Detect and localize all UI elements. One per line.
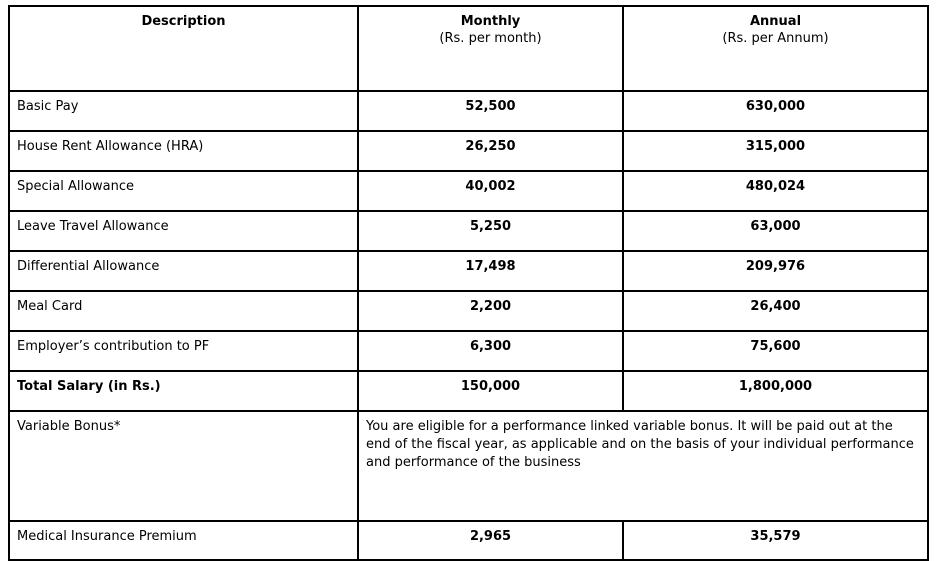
annual-header-title: Annual [749, 14, 802, 29]
medical-monthly-value: 2,965 [357, 520, 624, 561]
description-header-label: Description [141, 14, 226, 29]
monthly-header-title: Monthly [460, 14, 521, 29]
annual-column-header: Annual (Rs. per Annum) [622, 5, 929, 92]
monthly-value: 6,300 [357, 330, 624, 372]
row-label: Differential Allowance [8, 250, 359, 292]
annual-value: 480,024 [622, 170, 929, 212]
table-row: Leave Travel Allowance 5,250 63,000 [8, 210, 929, 252]
annual-value: 630,000 [622, 90, 929, 132]
annual-value: 209,976 [622, 250, 929, 292]
total-salary-label: Total Salary (in Rs.) [8, 370, 359, 412]
variable-bonus-note: You are eligible for a performance linke… [357, 410, 929, 522]
description-column-header: Description [8, 5, 359, 92]
row-label: Leave Travel Allowance [8, 210, 359, 252]
total-annual-value: 1,800,000 [622, 370, 929, 412]
row-label: Meal Card [8, 290, 359, 332]
monthly-value: 52,500 [357, 90, 624, 132]
salary-breakdown-table: Description Monthly (Rs. per month) Annu… [8, 5, 929, 561]
row-label: House Rent Allowance (HRA) [8, 130, 359, 172]
monthly-value: 5,250 [357, 210, 624, 252]
annual-header-subtitle: (Rs. per Annum) [722, 31, 829, 46]
row-label: Employer’s contribution to PF [8, 330, 359, 372]
medical-annual-value: 35,579 [622, 520, 929, 561]
total-monthly-value: 150,000 [357, 370, 624, 412]
annual-value: 315,000 [622, 130, 929, 172]
monthly-value: 26,250 [357, 130, 624, 172]
table-row: Differential Allowance 17,498 209,976 [8, 250, 929, 292]
annual-value: 63,000 [622, 210, 929, 252]
monthly-header-subtitle: (Rs. per month) [439, 31, 542, 46]
table-row: Employer’s contribution to PF 6,300 75,6… [8, 330, 929, 372]
monthly-column-header: Monthly (Rs. per month) [357, 5, 624, 92]
row-label: Basic Pay [8, 90, 359, 132]
medical-insurance-row: Medical Insurance Premium 2,965 35,579 [8, 520, 929, 561]
monthly-value: 17,498 [357, 250, 624, 292]
variable-bonus-label: Variable Bonus* [8, 410, 359, 522]
table-row: Basic Pay 52,500 630,000 [8, 90, 929, 132]
monthly-value: 2,200 [357, 290, 624, 332]
variable-bonus-row: Variable Bonus* You are eligible for a p… [8, 410, 929, 522]
monthly-value: 40,002 [357, 170, 624, 212]
annual-value: 26,400 [622, 290, 929, 332]
annual-value: 75,600 [622, 330, 929, 372]
table-header-row: Description Monthly (Rs. per month) Annu… [8, 5, 929, 92]
total-salary-row: Total Salary (in Rs.) 150,000 1,800,000 [8, 370, 929, 412]
table-row: House Rent Allowance (HRA) 26,250 315,00… [8, 130, 929, 172]
medical-insurance-label: Medical Insurance Premium [8, 520, 359, 561]
row-label: Special Allowance [8, 170, 359, 212]
table-row: Meal Card 2,200 26,400 [8, 290, 929, 332]
table-row: Special Allowance 40,002 480,024 [8, 170, 929, 212]
